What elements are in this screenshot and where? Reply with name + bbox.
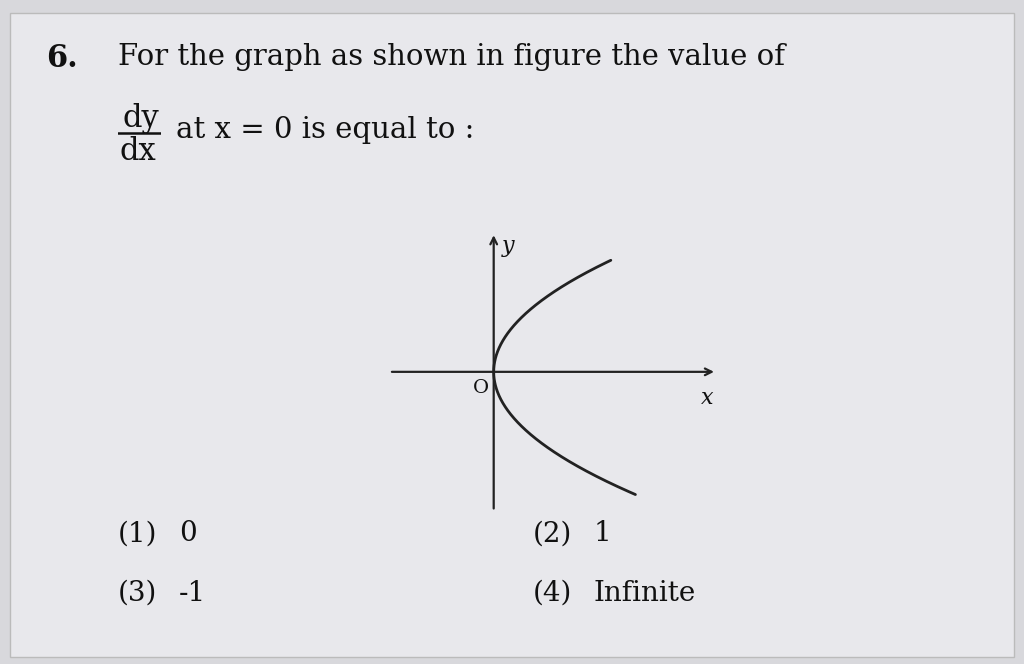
Text: (2): (2) xyxy=(532,520,571,547)
Text: O: O xyxy=(473,378,489,396)
Text: dx: dx xyxy=(120,136,157,167)
Text: 0: 0 xyxy=(179,520,197,547)
Text: (1): (1) xyxy=(118,520,158,547)
Text: (3): (3) xyxy=(118,580,157,607)
Text: (4): (4) xyxy=(532,580,571,607)
Text: For the graph as shown in figure the value of: For the graph as shown in figure the val… xyxy=(118,43,784,71)
Text: x: x xyxy=(700,388,714,410)
Text: 6.: 6. xyxy=(46,43,78,74)
Text: y: y xyxy=(502,235,515,257)
Text: Infinite: Infinite xyxy=(594,580,696,607)
Text: dy: dy xyxy=(123,103,160,134)
Text: 1: 1 xyxy=(594,520,611,547)
Text: at x = 0 is equal to :: at x = 0 is equal to : xyxy=(176,116,474,144)
Text: -1: -1 xyxy=(179,580,207,607)
